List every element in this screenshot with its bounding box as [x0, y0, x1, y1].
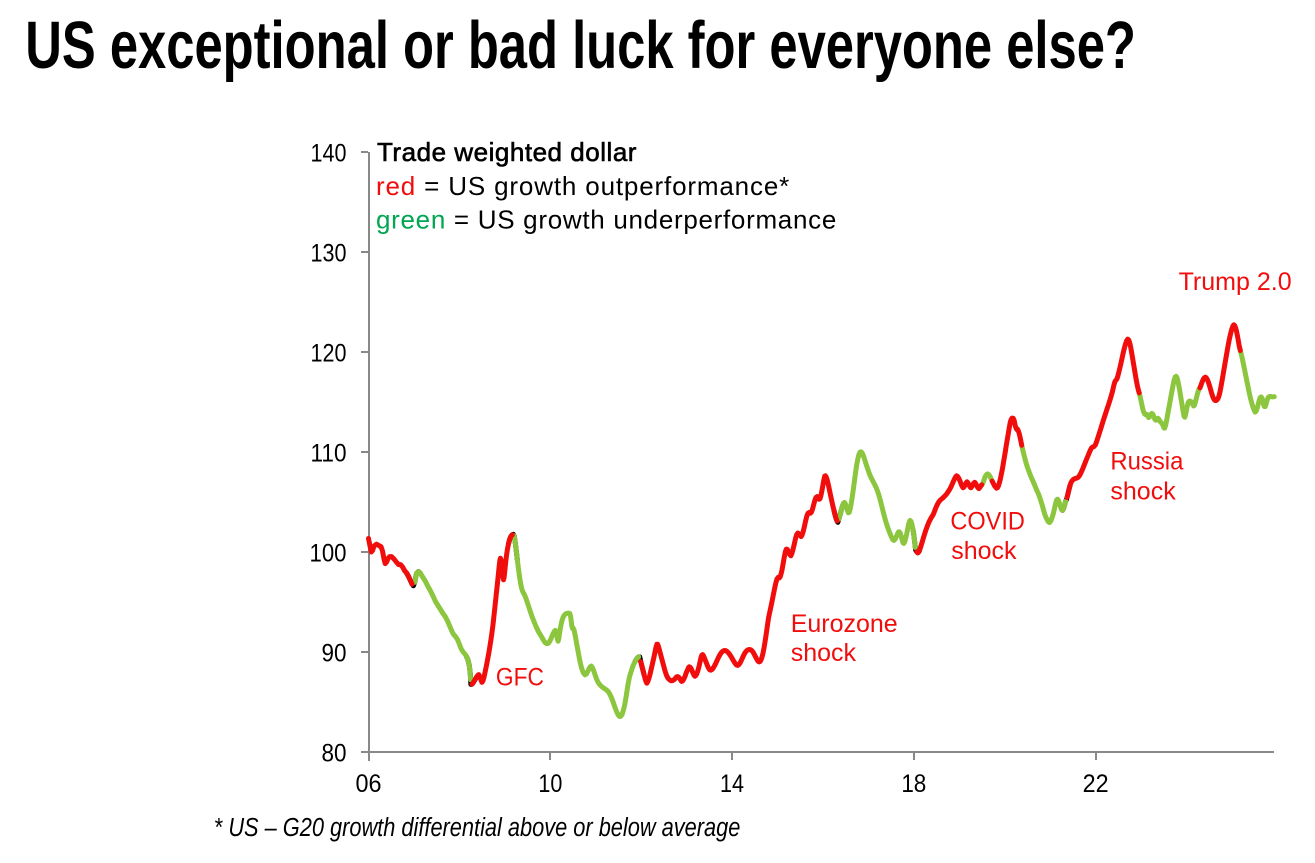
svg-text:shock: shock: [791, 639, 857, 667]
svg-text:* US – G20 growth differential: * US – G20 growth differential above or …: [214, 813, 741, 842]
svg-text:06: 06: [356, 770, 382, 798]
svg-text:120: 120: [311, 339, 347, 367]
svg-text:COVID: COVID: [950, 508, 1024, 536]
svg-text:22: 22: [1083, 770, 1109, 798]
svg-text:18: 18: [901, 770, 926, 798]
svg-text:green = US growth underperform: green = US growth underperformance: [376, 205, 837, 235]
svg-text:shock: shock: [951, 537, 1017, 565]
svg-text:Russia: Russia: [1110, 448, 1183, 476]
svg-text:US exceptional or bad luck for: US exceptional or bad luck for everyone …: [25, 7, 1136, 83]
svg-text:Trump 2.0: Trump 2.0: [1179, 268, 1292, 296]
svg-text:10: 10: [538, 770, 562, 798]
svg-text:GFC: GFC: [496, 664, 544, 692]
svg-text:110: 110: [311, 439, 347, 467]
svg-text:100: 100: [310, 540, 347, 568]
svg-text:140: 140: [311, 139, 347, 167]
svg-text:80: 80: [322, 739, 347, 767]
svg-text:red = US growth outperformance: red = US growth outperformance*: [376, 171, 790, 201]
svg-text:Eurozone: Eurozone: [791, 610, 898, 638]
svg-text:shock: shock: [1110, 478, 1176, 506]
svg-text:90: 90: [322, 639, 347, 667]
svg-text:130: 130: [311, 239, 347, 267]
svg-text:Trade weighted dollar: Trade weighted dollar: [377, 137, 637, 167]
svg-text:14: 14: [720, 770, 744, 798]
